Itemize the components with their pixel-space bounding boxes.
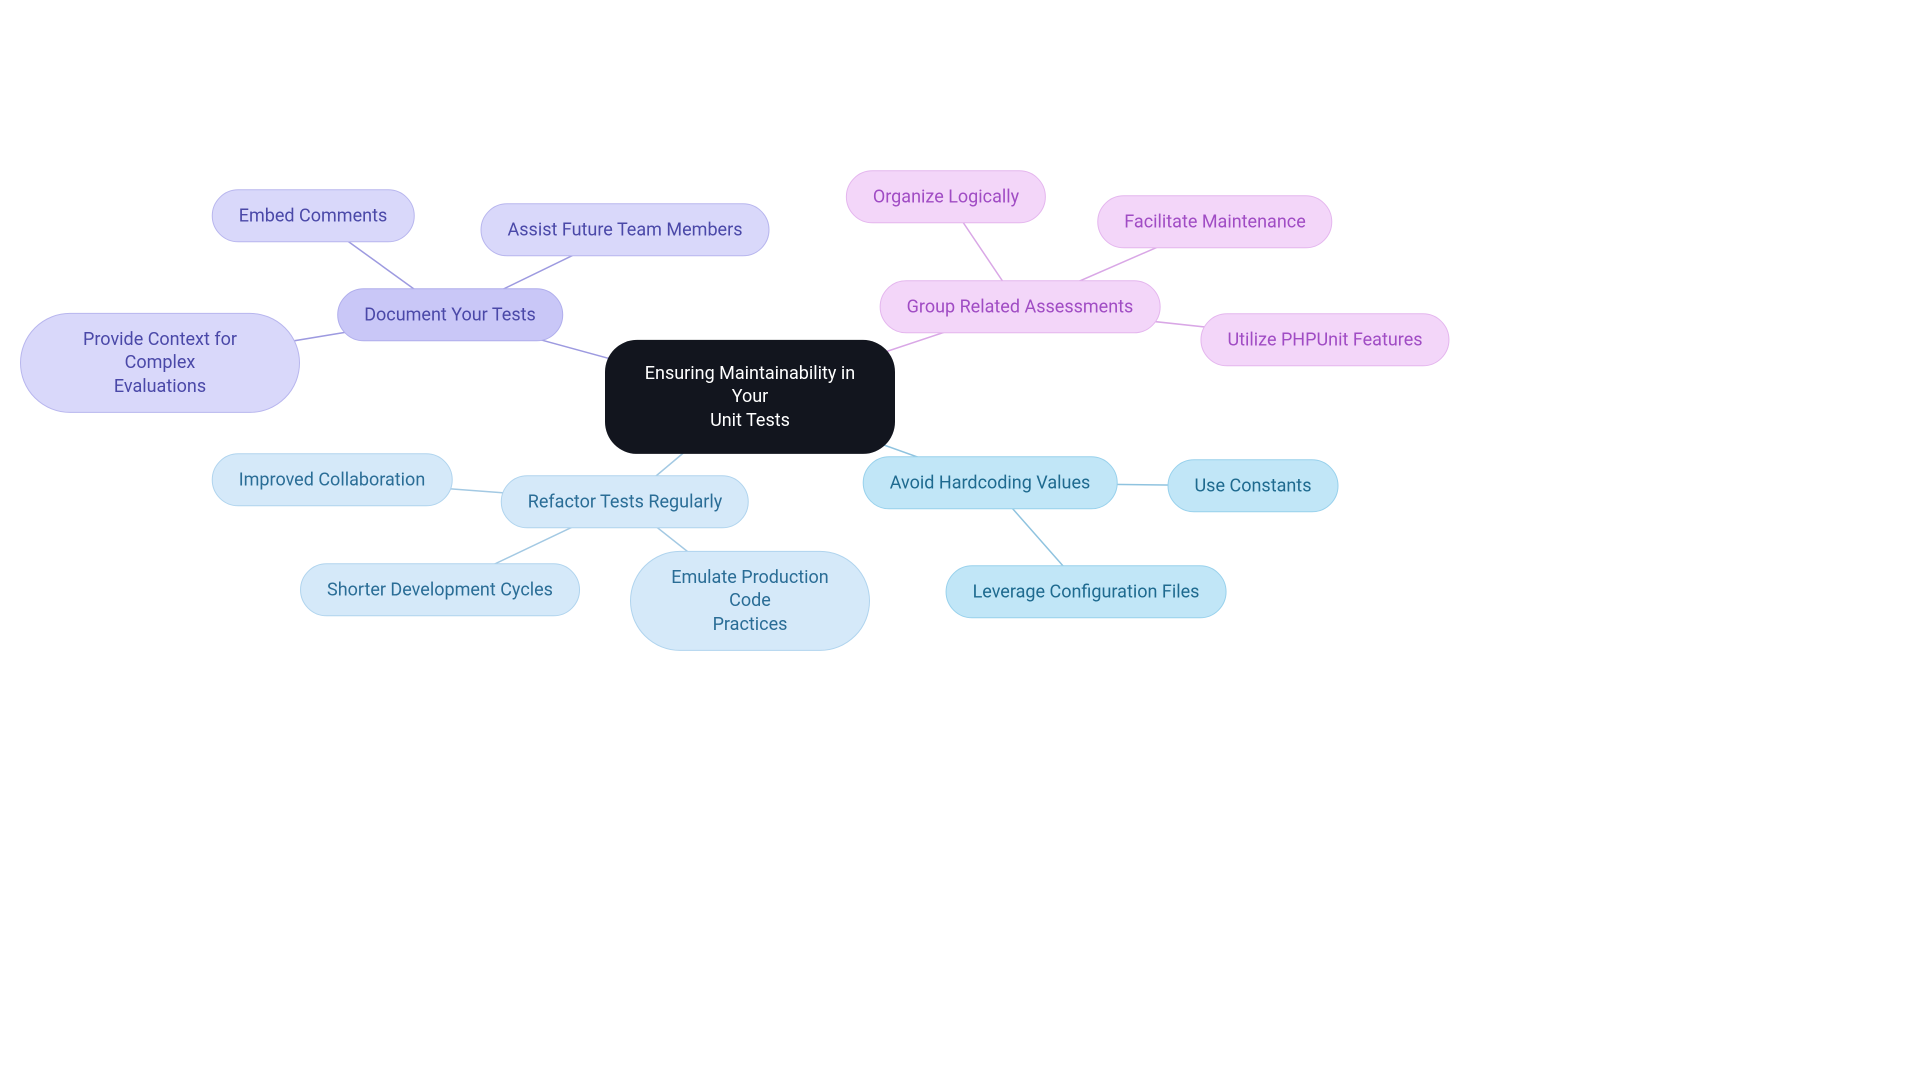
node-label: Facilitate Maintenance bbox=[1124, 210, 1305, 233]
node-embed: Embed Comments bbox=[212, 189, 415, 242]
node-label: Leverage Configuration Files bbox=[973, 580, 1200, 603]
node-label: Group Related Assessments bbox=[907, 295, 1134, 318]
node-facilitate: Facilitate Maintenance bbox=[1097, 195, 1332, 248]
node-organize: Organize Logically bbox=[846, 170, 1046, 223]
node-group: Group Related Assessments bbox=[880, 280, 1161, 333]
node-label: Document Your Tests bbox=[364, 303, 536, 326]
node-label: Organize Logically bbox=[873, 185, 1019, 208]
node-assist: Assist Future Team Members bbox=[481, 203, 770, 256]
node-label: Assist Future Team Members bbox=[508, 218, 743, 241]
node-phpunit: Utilize PHPUnit Features bbox=[1200, 313, 1449, 366]
node-doc: Document Your Tests bbox=[337, 288, 563, 341]
node-label: Embed Comments bbox=[239, 204, 388, 227]
node-label: Emulate Production Code Practices bbox=[657, 566, 843, 636]
node-label: Utilize PHPUnit Features bbox=[1227, 328, 1422, 351]
node-avoid: Avoid Hardcoding Values bbox=[863, 456, 1118, 509]
node-collab: Improved Collaboration bbox=[212, 453, 453, 506]
node-emulate: Emulate Production Code Practices bbox=[630, 551, 870, 651]
node-label: Use Constants bbox=[1195, 474, 1312, 497]
node-shorter: Shorter Development Cycles bbox=[300, 563, 580, 616]
node-context: Provide Context for Complex Evaluations bbox=[20, 313, 300, 413]
node-label: Avoid Hardcoding Values bbox=[890, 471, 1091, 494]
node-label: Refactor Tests Regularly bbox=[528, 490, 722, 513]
node-label: Provide Context for Complex Evaluations bbox=[47, 328, 273, 398]
edges-layer bbox=[0, 0, 1920, 1083]
node-label: Improved Collaboration bbox=[239, 468, 426, 491]
mindmap-canvas: Ensuring Maintainability in Your Unit Te… bbox=[0, 0, 1920, 1083]
node-config: Leverage Configuration Files bbox=[946, 565, 1227, 618]
node-label: Shorter Development Cycles bbox=[327, 578, 553, 601]
node-refactor: Refactor Tests Regularly bbox=[501, 475, 749, 528]
node-label: Ensuring Maintainability in Your Unit Te… bbox=[635, 362, 865, 432]
node-root: Ensuring Maintainability in Your Unit Te… bbox=[605, 340, 895, 454]
node-constants: Use Constants bbox=[1168, 459, 1339, 512]
